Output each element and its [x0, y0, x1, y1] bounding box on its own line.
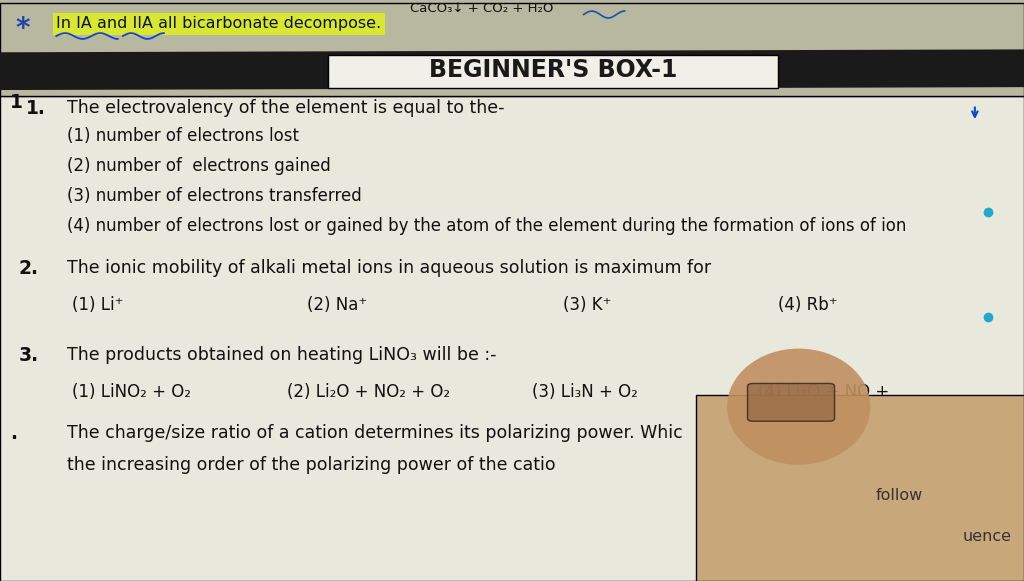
Text: 1: 1	[10, 93, 24, 112]
FancyBboxPatch shape	[0, 96, 1024, 581]
Text: (3) Li₃N + O₂: (3) Li₃N + O₂	[532, 383, 638, 401]
Text: follow: follow	[876, 488, 923, 503]
Text: (4) Rb⁺: (4) Rb⁺	[778, 296, 838, 314]
Text: 2.: 2.	[18, 259, 39, 278]
Text: (4) Li₂O + NO +: (4) Li₂O + NO +	[758, 383, 889, 401]
Text: (1) number of electrons lost: (1) number of electrons lost	[67, 127, 299, 145]
Text: (1) Li⁺: (1) Li⁺	[72, 296, 123, 314]
Text: uence: uence	[963, 529, 1012, 544]
Text: The products obtained on heating LiNO₃ will be :-: The products obtained on heating LiNO₃ w…	[67, 346, 496, 364]
Text: In IA and IIA all bicarbonate decompose.: In IA and IIA all bicarbonate decompose.	[56, 16, 382, 31]
Text: CaCO₃↓ + CO₂ + H₂O: CaCO₃↓ + CO₂ + H₂O	[410, 2, 553, 15]
Text: .: .	[10, 424, 17, 443]
Text: 1.: 1.	[26, 99, 45, 118]
Text: The ionic mobility of alkali metal ions in aqueous solution is maximum for: The ionic mobility of alkali metal ions …	[67, 259, 711, 277]
Text: *: *	[15, 15, 30, 42]
Polygon shape	[0, 49, 1024, 90]
Text: (1) LiNO₂ + O₂: (1) LiNO₂ + O₂	[72, 383, 190, 401]
FancyBboxPatch shape	[328, 55, 778, 88]
Text: (2) Na⁺: (2) Na⁺	[307, 296, 368, 314]
Text: (3) K⁺: (3) K⁺	[563, 296, 611, 314]
Text: 3.: 3.	[18, 346, 39, 365]
FancyBboxPatch shape	[748, 383, 835, 421]
FancyBboxPatch shape	[696, 395, 1024, 581]
Text: (3) number of electrons transferred: (3) number of electrons transferred	[67, 187, 361, 205]
FancyBboxPatch shape	[0, 3, 1024, 96]
Text: the increasing order of the polarizing power of the catio: the increasing order of the polarizing p…	[67, 456, 555, 474]
Text: (4) number of electrons lost or gained by the atom of the element during the for: (4) number of electrons lost or gained b…	[67, 217, 906, 235]
Ellipse shape	[727, 349, 870, 465]
Text: (2) number of  electrons gained: (2) number of electrons gained	[67, 157, 331, 175]
Text: (2) Li₂O + NO₂ + O₂: (2) Li₂O + NO₂ + O₂	[287, 383, 450, 401]
Text: The electrovalency of the element is equal to the-: The electrovalency of the element is equ…	[67, 99, 504, 117]
Text: The charge/size ratio of a cation determines its polarizing power. Whic: The charge/size ratio of a cation determ…	[67, 424, 682, 442]
Text: BEGINNER'S BOX-1: BEGINNER'S BOX-1	[429, 58, 677, 82]
